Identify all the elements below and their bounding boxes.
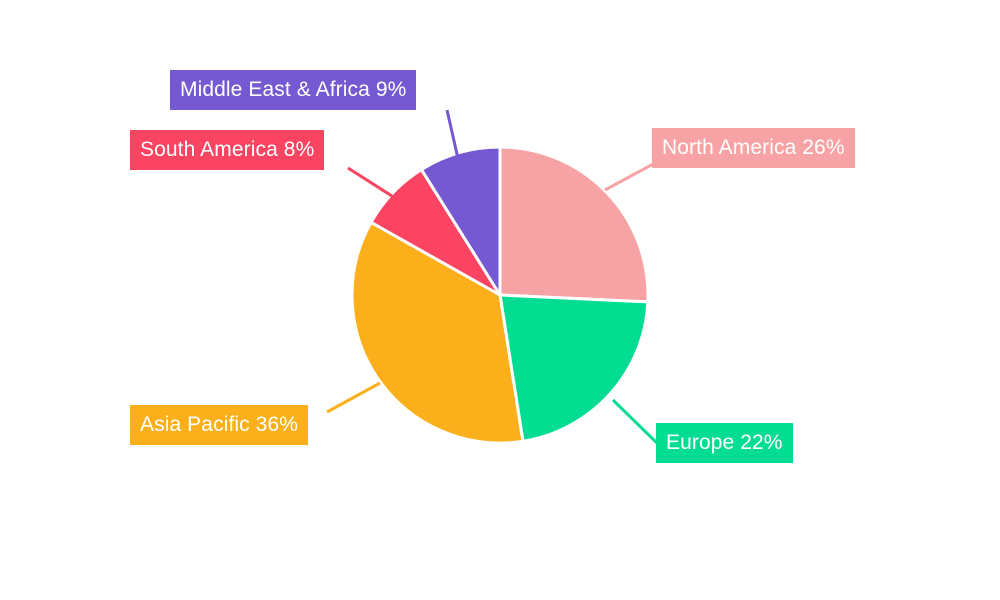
leader-line-europe [611,398,659,445]
leader-line-south-america [347,166,396,200]
pie-label-north-america[interactable]: North America 26% [652,128,855,168]
pie-slice-north-america[interactable] [498,145,650,304]
leader-line-middle-east-africa [445,109,461,164]
pie-label-middle-east-africa[interactable]: Middle East & Africa 9% [170,70,417,110]
leader-lines-group [326,109,659,445]
leader-line-asia-pacific [326,381,381,414]
pie-label-south-america[interactable]: South America 8% [130,130,325,170]
pie-label-asia-pacific[interactable]: Asia Pacific 36% [130,405,309,445]
pie-slice-asia-pacific[interactable] [350,220,525,445]
pie-label-europe[interactable]: Europe 22% [656,423,793,463]
pie-slices-group [350,145,650,445]
leader-line-north-america [604,161,656,192]
pie-slice-europe[interactable] [498,293,650,443]
pie-slice-middle-east-africa[interactable] [419,145,502,297]
